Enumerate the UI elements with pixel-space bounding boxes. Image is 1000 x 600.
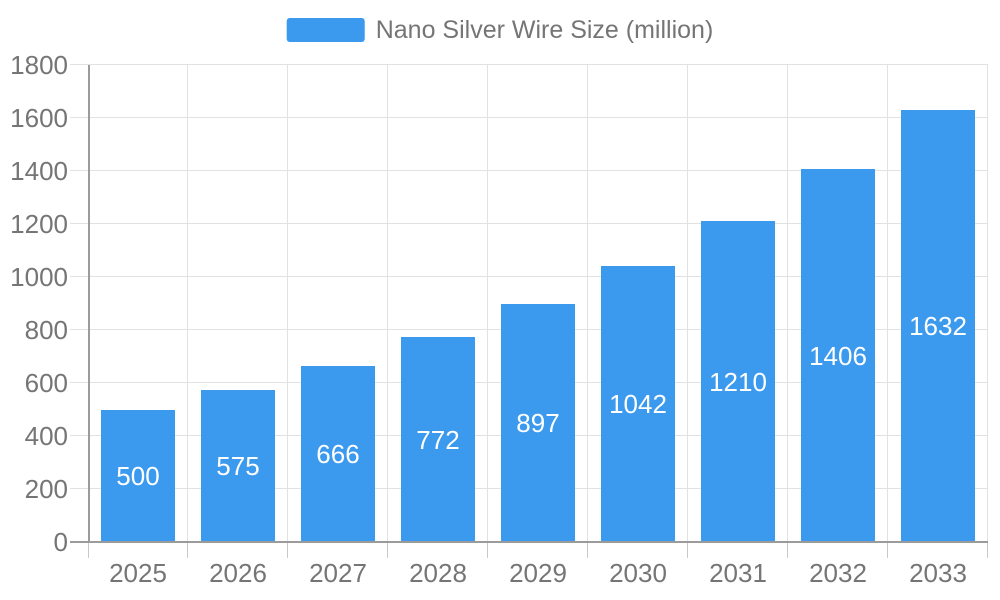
x-axis-tick-label: 2025 xyxy=(109,558,167,588)
legend-item[interactable]: Nano Silver Wire Size (million) xyxy=(286,16,714,44)
y-axis-tick-label: 0 xyxy=(53,527,68,557)
bar-value-label: 1406 xyxy=(809,340,867,371)
y-axis-tick-label: 1800 xyxy=(10,50,68,80)
y-axis-tick-label: 1200 xyxy=(10,209,68,239)
y-axis-tick-label: 1600 xyxy=(10,103,68,133)
bar[interactable]: 1406 xyxy=(801,169,875,542)
gridline-vertical xyxy=(187,65,188,542)
bar[interactable]: 500 xyxy=(101,409,175,542)
x-axis-tick xyxy=(587,543,588,558)
gridline-horizontal xyxy=(70,64,988,65)
x-axis-tick xyxy=(287,543,288,558)
gridline-vertical xyxy=(587,65,588,542)
legend-swatch xyxy=(286,18,365,42)
x-axis-tick xyxy=(88,543,89,558)
bar-value-label: 1042 xyxy=(609,388,667,419)
gridline-horizontal xyxy=(70,117,988,118)
x-axis-tick xyxy=(887,543,888,558)
gridline-vertical xyxy=(287,65,288,542)
x-axis-tick-label: 2027 xyxy=(309,558,367,588)
y-axis-tick-label: 800 xyxy=(24,315,68,345)
x-axis-tick xyxy=(187,543,188,558)
gridline-horizontal xyxy=(70,276,988,277)
x-axis-tick-label: 2028 xyxy=(409,558,467,588)
y-axis-tick-label: 1400 xyxy=(10,156,68,186)
bar-value-label: 1632 xyxy=(909,310,967,341)
gridline-horizontal xyxy=(70,223,988,224)
x-axis-tick xyxy=(787,543,788,558)
bar-value-label: 1210 xyxy=(709,366,767,397)
x-axis-tick-label: 2029 xyxy=(509,558,567,588)
x-axis-tick-label: 2031 xyxy=(709,558,767,588)
bar[interactable]: 772 xyxy=(401,337,475,542)
x-axis-tick-label: 2033 xyxy=(909,558,967,588)
y-axis-tick-label: 400 xyxy=(24,421,68,451)
x-axis-tick xyxy=(387,543,388,558)
y-axis-line xyxy=(88,65,90,542)
gridline-vertical xyxy=(987,65,988,542)
bar-value-label: 897 xyxy=(516,408,560,439)
bar[interactable]: 666 xyxy=(301,365,375,542)
bar-value-label: 500 xyxy=(116,460,160,491)
gridline-vertical xyxy=(887,65,888,542)
gridline-vertical xyxy=(787,65,788,542)
bar[interactable]: 1632 xyxy=(901,109,975,542)
x-axis-tick xyxy=(487,543,488,558)
x-axis-tick-label: 2032 xyxy=(809,558,867,588)
x-axis-tick-label: 2026 xyxy=(209,558,267,588)
gridline-vertical xyxy=(387,65,388,542)
x-axis-tick-label: 2030 xyxy=(609,558,667,588)
bar[interactable]: 897 xyxy=(501,304,575,542)
bar[interactable]: 575 xyxy=(201,389,275,542)
bar-value-label: 575 xyxy=(216,450,260,481)
gridline-vertical xyxy=(487,65,488,542)
plot-area: 500 575 666 772 897 1042 1210 1406 1632 xyxy=(70,64,988,558)
bar-value-label: 772 xyxy=(416,424,460,455)
bar-value-label: 666 xyxy=(316,438,360,469)
bar[interactable]: 1042 xyxy=(601,265,675,542)
gridline-horizontal xyxy=(70,170,988,171)
y-axis-tick-label: 600 xyxy=(24,368,68,398)
x-axis-tick xyxy=(687,543,688,558)
legend-label: Nano Silver Wire Size (million) xyxy=(375,16,714,44)
y-axis-tick-label: 200 xyxy=(24,474,68,504)
gridline-vertical xyxy=(687,65,688,542)
x-axis-line xyxy=(70,541,988,543)
x-axis-tick xyxy=(987,543,988,558)
bar[interactable]: 1210 xyxy=(701,221,775,542)
y-axis-tick-label: 1000 xyxy=(10,262,68,292)
